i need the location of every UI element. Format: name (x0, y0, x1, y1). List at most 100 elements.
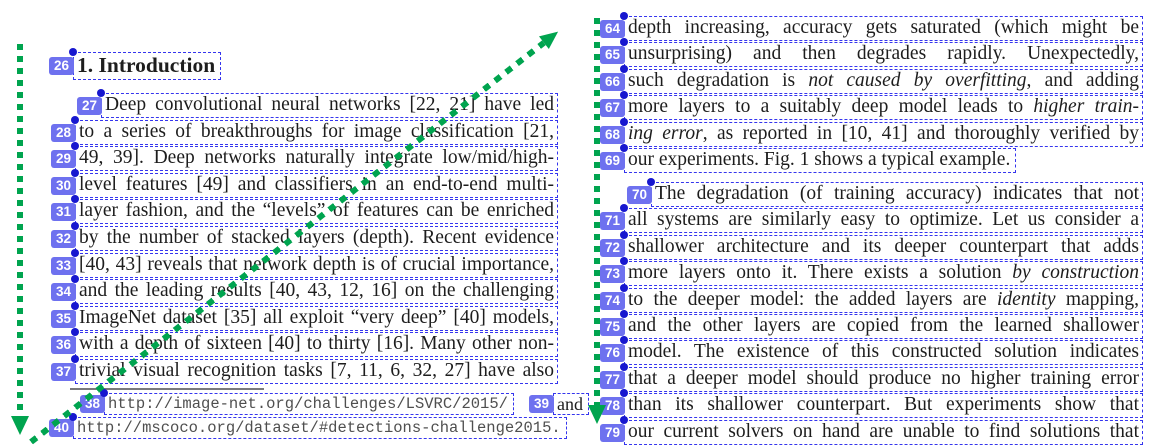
line-text: [40, 43] reveals that network depth is o… (79, 254, 554, 275)
text-line-box-77[interactable]: 77 that a deeper model should produce no … (600, 363, 1143, 392)
box-corner-dot (620, 65, 628, 73)
text-line-box-79[interactable]: 79 our current solvers on hand are unable… (600, 416, 1143, 445)
line-text: and the leading results [40, 43, 12, 16]… (79, 280, 554, 301)
line-text: layer fashion, and the “levels” of featu… (79, 200, 554, 221)
mark-badge: 77 (600, 370, 625, 389)
box-corner-dot (620, 310, 628, 318)
text-line-box-33[interactable]: 33 [40, 43] reveals that network depth is… (51, 249, 558, 278)
section-heading: 1. Introduction (77, 53, 216, 77)
mark-badge: 37 (51, 362, 76, 381)
line-text: 49, 39]. Deep networks naturally integra… (79, 147, 554, 168)
text-line-box-74[interactable]: 74 to the deeper model: the added layers … (600, 284, 1143, 313)
text-line-box-66[interactable]: 66 such degradation is not caused by over… (600, 65, 1143, 94)
text-line-box-76[interactable]: 76 model. The existence of this construct… (600, 336, 1143, 365)
text-line-box-69[interactable]: 69 our experiments. Fig. 1 shows a typica… (600, 144, 1017, 173)
line-text: such degradation is not caused by overfi… (628, 70, 1139, 91)
mark-badge: 75 (600, 317, 625, 336)
left-vertical-arrow-down-icon (11, 416, 29, 435)
footnote-rule (70, 388, 264, 390)
mark-badge: 69 (600, 151, 625, 170)
box-corner-dot (71, 116, 79, 124)
text-line-box-35[interactable]: 35 ImageNet dataset [35] all exploit “ver… (51, 302, 558, 331)
box-corner-dot (620, 144, 628, 152)
mark-badge: 34 (51, 282, 76, 301)
box-corner-dot (71, 195, 79, 203)
mark-badge: 71 (600, 211, 625, 230)
text-line-box-28[interactable]: 28 to a series of breakthroughs for image… (51, 116, 558, 145)
mark-badge: 78 (600, 396, 625, 415)
line-text: and the other layers are copied from the… (628, 315, 1139, 336)
text-line-box-32[interactable]: 32 by the number of stacked layers (depth… (51, 222, 558, 251)
text-line-box-39[interactable]: 39 and (529, 393, 589, 415)
text-line-box-68[interactable]: 68 ing error, as reported in [10, 41] and… (600, 118, 1143, 147)
text-line-box-27[interactable]: 27 Deep convolutional neural networks [22… (77, 89, 558, 118)
line-text: all systems are similarly easy to optimi… (628, 209, 1139, 230)
text-line-box-70[interactable]: 70 The degradation (of training accuracy)… (627, 178, 1143, 207)
mark-badge: 68 (600, 125, 625, 144)
text-line-box-40[interactable]: 40 http://mscoco.org/dataset/#detections… (49, 413, 567, 439)
mark-badge: 76 (600, 343, 625, 362)
right-vertical-arrow-shaft (594, 18, 600, 405)
mark-badge: 30 (51, 176, 76, 195)
mark-badge: 29 (51, 149, 76, 168)
mark-badge: 28 (51, 123, 76, 142)
left-vertical-arrow-shaft (17, 44, 23, 416)
footnote-url: http://image-net.org/challenges/LSVRC/20… (108, 395, 508, 413)
box-corner-dot (71, 222, 79, 230)
box-corner-dot (620, 38, 628, 46)
mark-badge: 73 (600, 264, 625, 283)
mark-badge: 66 (600, 72, 625, 91)
line-text: that a deeper model should produce no hi… (628, 368, 1139, 389)
box-corner-dot (620, 118, 628, 126)
box-corner-dot (647, 178, 655, 186)
text-line-box-78[interactable]: 78 than its shallower counterpart. But ex… (600, 389, 1143, 418)
box-corner-dot (71, 328, 79, 336)
line-text: model. The existence of this constructed… (628, 341, 1139, 362)
text-line-box-67[interactable]: 67 more layers to a suitably deep model l… (600, 91, 1143, 120)
mark-badge: 36 (51, 335, 76, 354)
text-line-box-30[interactable]: 30 level features [49] and classifiers in… (51, 169, 558, 198)
line-text: level features [49] and classifiers in a… (79, 174, 554, 195)
line-text: more layers to a suitably deep model lea… (628, 96, 1139, 117)
mark-badge: 26 (49, 57, 74, 75)
text-line-box-64[interactable]: 64 depth increasing, accuracy gets satura… (600, 12, 1143, 41)
mark-badge: 31 (51, 202, 76, 221)
text-line-box-72[interactable]: 72 shallower architecture and its deeper … (600, 231, 1143, 260)
box-corner-dot (97, 89, 105, 97)
text-line-box-38[interactable]: 38 http://image-net.org/challenges/LSVRC… (80, 389, 514, 415)
line-text: trivial visual recognition tasks [7, 11,… (79, 360, 554, 381)
mark-badge: 27 (77, 96, 102, 115)
box-corner-dot (620, 204, 628, 212)
mark-badge: 65 (600, 45, 625, 64)
text-line-box-75[interactable]: 75 and the other layers are copied from t… (600, 310, 1143, 339)
text-line-box-26[interactable]: 26 1. Introduction (49, 48, 222, 80)
line-text: unsurprising) and then degrades rapidly.… (628, 43, 1139, 64)
text-line-box-65[interactable]: 65 unsurprising) and then degrades rapidl… (600, 38, 1143, 67)
line-text: ImageNet dataset [35] all exploit “very … (79, 307, 554, 328)
mark-badge: 33 (51, 256, 76, 275)
text-line-box-73[interactable]: 73 more layers onto it. There exists a so… (600, 257, 1143, 286)
box-corner-dot (71, 142, 79, 150)
box-corner-dot (620, 389, 628, 397)
box-corner-dot (100, 389, 108, 397)
box-corner-dot (620, 12, 628, 20)
mark-badge: 35 (51, 309, 76, 328)
mark-badge: 72 (600, 238, 625, 257)
text-line-box-37[interactable]: 37 trivial visual recognition tasks [7, 1… (51, 355, 558, 384)
footnote-word: and (557, 394, 583, 414)
diagonal-arrow-up-right-icon (538, 25, 564, 50)
line-text: to a series of breakthroughs for image c… (79, 121, 554, 142)
box-corner-dot (620, 416, 628, 424)
text-line-box-36[interactable]: 36 with a depth of sixteen [40] to thirty… (51, 328, 558, 357)
text-line-box-71[interactable]: 71 all systems are similarly easy to opti… (600, 204, 1143, 233)
mark-badge: 74 (600, 291, 625, 310)
box-corner-dot (620, 257, 628, 265)
line-text: our experiments. Fig. 1 shows a typical … (628, 149, 1011, 170)
line-text: The degradation (of training accuracy) i… (655, 183, 1139, 204)
line-text: more layers onto it. There exists a solu… (628, 262, 1139, 283)
text-line-box-29[interactable]: 29 49, 39]. Deep networks naturally integ… (51, 142, 558, 171)
line-text: shallower architecture and its deeper co… (628, 236, 1139, 257)
mark-badge: 67 (600, 98, 625, 117)
text-line-box-34[interactable]: 34 and the leading results [40, 43, 12, 1… (51, 275, 558, 304)
